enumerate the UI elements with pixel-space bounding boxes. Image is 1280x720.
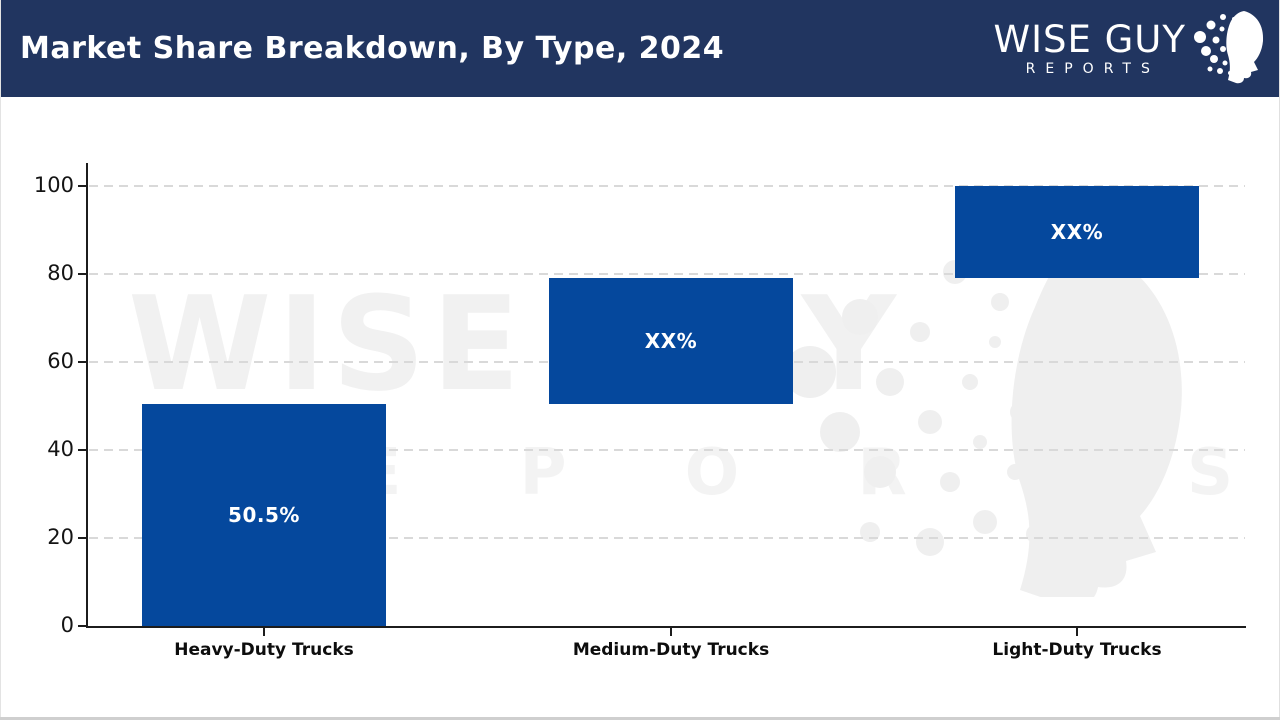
- page-title: Market Share Breakdown, By Type, 2024: [20, 31, 725, 66]
- y-tick-label-60: 60: [47, 349, 74, 373]
- header-bar: Market Share Breakdown, By Type, 2024 WI…: [0, 0, 1280, 97]
- y-tick-mark-100: [78, 185, 86, 187]
- gridline-20: [89, 537, 1245, 539]
- bar-light-duty: XX%: [955, 186, 1199, 279]
- bar-label: 50.5%: [228, 502, 300, 527]
- y-tick-label-40: 40: [47, 437, 74, 461]
- y-tick-label-0: 0: [60, 613, 74, 637]
- gridline-40: [89, 449, 1245, 451]
- brand-logo: WISE GUY REPORTS: [994, 4, 1266, 94]
- x-axis-line: [86, 626, 1246, 628]
- bar-heavy-duty: 50.5%: [142, 403, 386, 626]
- y-tick-label-80: 80: [47, 261, 74, 285]
- y-tick-mark-60: [78, 361, 86, 363]
- brand-wordmark: WISE GUY: [993, 18, 1186, 62]
- y-axis-line: [86, 163, 88, 628]
- bar-medium-duty: XX%: [549, 278, 793, 404]
- gridline-80: [89, 273, 1245, 275]
- bar-label: XX%: [1050, 220, 1104, 245]
- x-axis-label-0: Heavy-Duty Trucks: [174, 640, 354, 660]
- y-tick-label-20: 20: [47, 525, 74, 549]
- brand-face-icon: [1194, 11, 1264, 84]
- x-tick-mark-0: [263, 628, 265, 636]
- y-tick-label-100: 100: [33, 173, 74, 197]
- y-tick-mark-40: [78, 449, 86, 451]
- gridline-100: [89, 185, 1245, 187]
- x-axis-label-2: Light-Duty Trucks: [992, 640, 1162, 660]
- x-tick-mark-2: [1076, 628, 1078, 636]
- y-tick-mark-80: [78, 273, 86, 275]
- bar-label: XX%: [644, 329, 698, 354]
- y-tick-mark-20: [78, 537, 86, 539]
- bottom-border: [0, 717, 1280, 720]
- x-axis-label-1: Medium-Duty Trucks: [572, 640, 770, 660]
- x-tick-mark-1: [670, 628, 672, 636]
- y-tick-mark-0: [78, 625, 86, 627]
- brand-reports-label: REPORTS: [1025, 60, 1160, 77]
